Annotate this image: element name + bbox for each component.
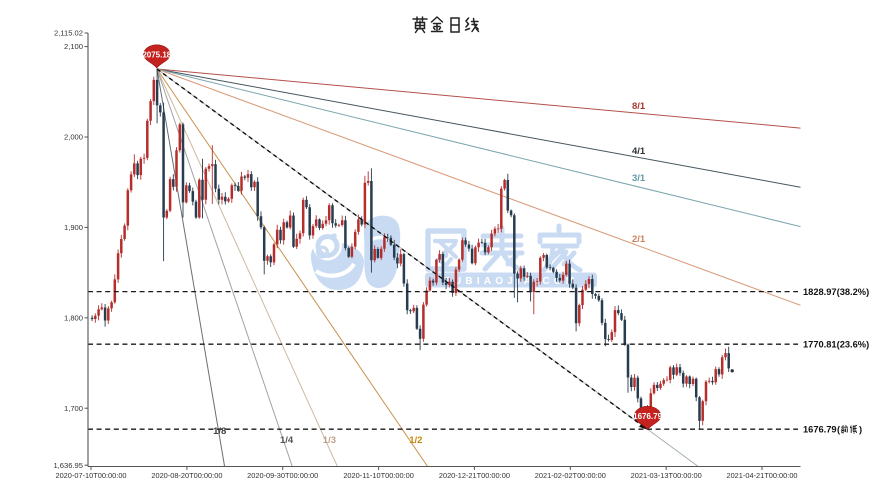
- svg-text:1676.79: 1676.79: [633, 412, 662, 421]
- svg-text:1,636.95: 1,636.95: [53, 461, 83, 470]
- svg-text:1,800: 1,800: [64, 313, 83, 322]
- svg-text:3/1: 3/1: [632, 173, 646, 184]
- svg-text:1828.97(38.2%): 1828.97(38.2%): [803, 287, 869, 297]
- svg-text:4/1: 4/1: [632, 146, 646, 157]
- svg-text:TUBIAOJIA.COM: TUBIAOJIA.COM: [444, 276, 579, 287]
- svg-text:1/4: 1/4: [280, 435, 294, 446]
- svg-text:2021-03-13T00:00:00: 2021-03-13T00:00:00: [631, 471, 702, 480]
- svg-text:2,100: 2,100: [64, 42, 83, 51]
- svg-text:2020-09-30T00:00:00: 2020-09-30T00:00:00: [247, 471, 318, 480]
- svg-text:2020-08-20T00:00:00: 2020-08-20T00:00:00: [151, 471, 222, 480]
- svg-text:2021-02-02T00:00:00: 2021-02-02T00:00:00: [535, 471, 606, 480]
- svg-text:2/1: 2/1: [632, 234, 646, 245]
- svg-text:): ): [859, 425, 862, 435]
- svg-text:1770.81(23.6%): 1770.81(23.6%): [803, 339, 869, 349]
- svg-text:(: (: [837, 425, 841, 435]
- svg-text:2021-04-21T00:00:00: 2021-04-21T00:00:00: [726, 471, 797, 480]
- svg-text:1676.79: 1676.79: [803, 425, 837, 435]
- svg-text:2,115.02: 2,115.02: [54, 29, 83, 38]
- svg-text:2,000: 2,000: [64, 133, 83, 142]
- svg-text:1,700: 1,700: [64, 404, 83, 413]
- svg-text:2020-07-10T00:00:00: 2020-07-10T00:00:00: [55, 471, 126, 480]
- svg-text:2020-11-10T00:00:00: 2020-11-10T00:00:00: [343, 471, 414, 480]
- svg-text:2020-12-21T00:00:00: 2020-12-21T00:00:00: [439, 471, 510, 480]
- svg-text:1/8: 1/8: [213, 426, 226, 437]
- svg-text:1/3: 1/3: [323, 435, 336, 446]
- svg-text:1,900: 1,900: [64, 223, 83, 232]
- svg-text:1/2: 1/2: [409, 435, 422, 446]
- svg-text:8/1: 8/1: [632, 101, 646, 112]
- svg-text:2075.18: 2075.18: [142, 51, 171, 60]
